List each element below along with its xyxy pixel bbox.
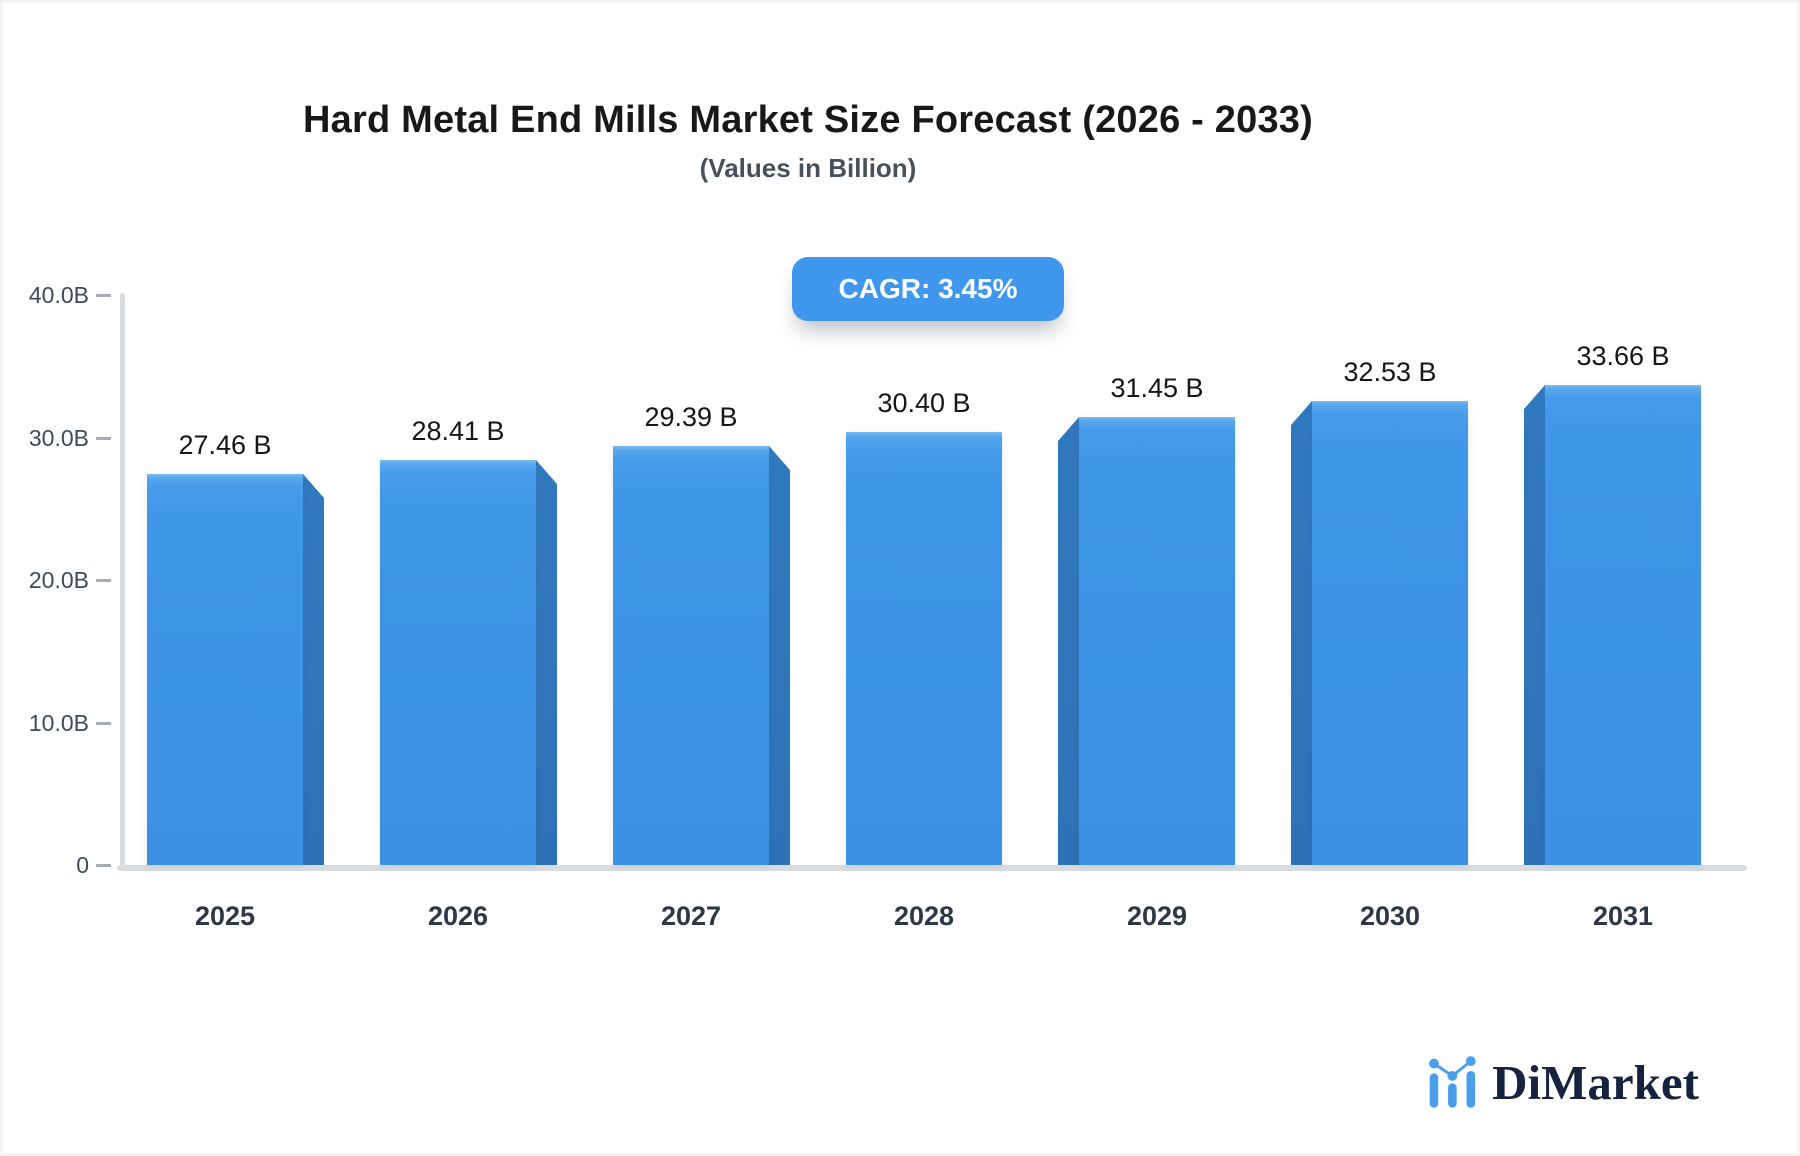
y-axis-tick-mark bbox=[96, 721, 111, 725]
y-axis-tick-label: 40.0B bbox=[28, 282, 89, 308]
x-axis-label: 2031 bbox=[1592, 901, 1654, 931]
bar-value-label: 28.41 B bbox=[411, 416, 505, 446]
bar-2026 bbox=[380, 460, 536, 865]
y-axis-tick-mark bbox=[96, 579, 111, 582]
x-axis-label: 2028 bbox=[893, 901, 955, 931]
x-axis-baseline bbox=[117, 865, 1747, 871]
brand-name: DiMarket bbox=[1492, 1054, 1699, 1110]
bar-value-label: 30.40 B bbox=[877, 388, 971, 418]
bar-3d-side bbox=[1291, 401, 1312, 865]
x-axis-label: 2027 bbox=[660, 901, 722, 931]
cagr-badge-label: CAGR: 3.45% bbox=[838, 273, 1018, 304]
bar-value-label: 31.45 B bbox=[1110, 373, 1204, 403]
y-axis-line bbox=[120, 293, 125, 871]
bar-2027 bbox=[613, 446, 769, 865]
bar-3d-side bbox=[303, 474, 324, 865]
x-axis-label: 2029 bbox=[1126, 901, 1188, 931]
y-axis-tick-mark bbox=[96, 436, 111, 440]
x-axis-label: 2025 bbox=[194, 901, 256, 931]
y-axis-tick-label: 30.0B bbox=[28, 424, 89, 451]
bar-2025 bbox=[147, 474, 303, 865]
cagr-badge: CAGR: 3.45% bbox=[792, 257, 1064, 321]
y-axis-tick-label: 0 bbox=[76, 852, 89, 878]
bar-3d-side bbox=[536, 460, 557, 865]
plot-area: 40.0B 30.0B 20.0B 10.0B 0 27.46 B 28.41 B 29.3… bbox=[3, 3, 1797, 1153]
chart-subtitle: (Values in Billion) bbox=[699, 153, 917, 183]
bar-2031 bbox=[1545, 385, 1701, 865]
chart-title: Hard Metal End Mills Market Size Forecas… bbox=[303, 99, 1313, 141]
bar-line-chart-icon bbox=[1429, 1056, 1476, 1108]
y-axis-tick-mark bbox=[96, 864, 111, 867]
bar-3d-side bbox=[1058, 417, 1079, 865]
bar-2030 bbox=[1312, 401, 1468, 865]
bar-value-label: 33.66 B bbox=[1576, 341, 1670, 371]
brand-logo: DiMarket bbox=[1428, 1055, 1699, 1109]
bar-3d-side bbox=[1524, 385, 1545, 865]
y-axis-tick-mark bbox=[96, 294, 111, 297]
bar-value-label: 32.53 B bbox=[1343, 357, 1437, 387]
y-axis-tick-label: 20.0B bbox=[28, 567, 89, 593]
x-axis-label: 2026 bbox=[427, 901, 489, 931]
bar-2029 bbox=[1079, 417, 1235, 865]
x-axis-label: 2030 bbox=[1359, 901, 1421, 931]
bar-2028 bbox=[846, 432, 1002, 865]
y-axis-tick-label: 10.0B bbox=[28, 709, 89, 736]
bar-value-label: 29.39 B bbox=[644, 402, 738, 432]
bar-value-label: 27.46 B bbox=[178, 430, 272, 460]
bar-3d-side bbox=[769, 446, 790, 865]
